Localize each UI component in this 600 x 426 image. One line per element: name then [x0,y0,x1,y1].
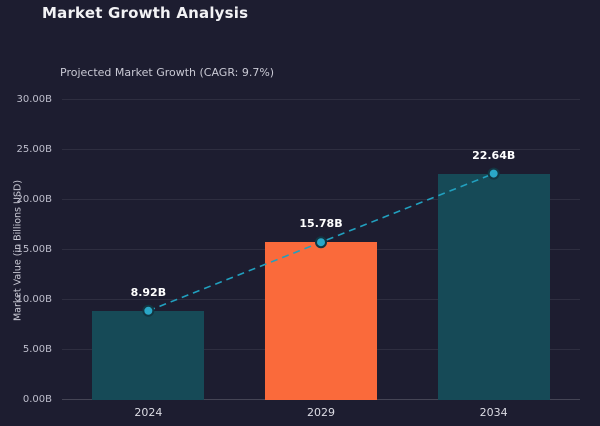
bar-2029 [265,242,377,400]
x-axis-tick-labels: 2024 2029 2034 [62,406,580,422]
gridline [62,149,580,150]
bar-value-label: 15.78B [299,217,343,231]
bar-value-label: 8.92B [130,285,167,299]
y-axis-tick-labels: 0.00B 5.00B 10.00B 15.00B 20.00B 25.00B 30.00B [0,94,56,405]
y-tick-label: 20.00B [16,194,53,205]
bar-value-label: 22.64B [472,148,516,162]
gridline [62,99,580,100]
x-tick-label-2029: 2029 [307,406,335,419]
x-tick-label-2024: 2024 [134,406,163,419]
chart-subtitle: Projected Market Growth (CAGR: 9.7%) [60,66,275,79]
x-tick-label-2034: 2034 [479,406,508,419]
y-tick-label: 30.00B [16,94,53,105]
bar-2024 [92,310,205,400]
y-tick-label: 10.00B [16,294,53,305]
bar-2034 [437,173,550,400]
y-tick-label: 5.00B [22,344,52,355]
y-tick-label: 25.00B [16,144,53,155]
chart-title: Market Growth Analysis [42,4,249,22]
y-tick-label: 15.00B [16,244,53,255]
plot-area: 8.92B 15.78B 22.64B [62,99,580,400]
y-tick-label: 0.00B [22,394,52,405]
